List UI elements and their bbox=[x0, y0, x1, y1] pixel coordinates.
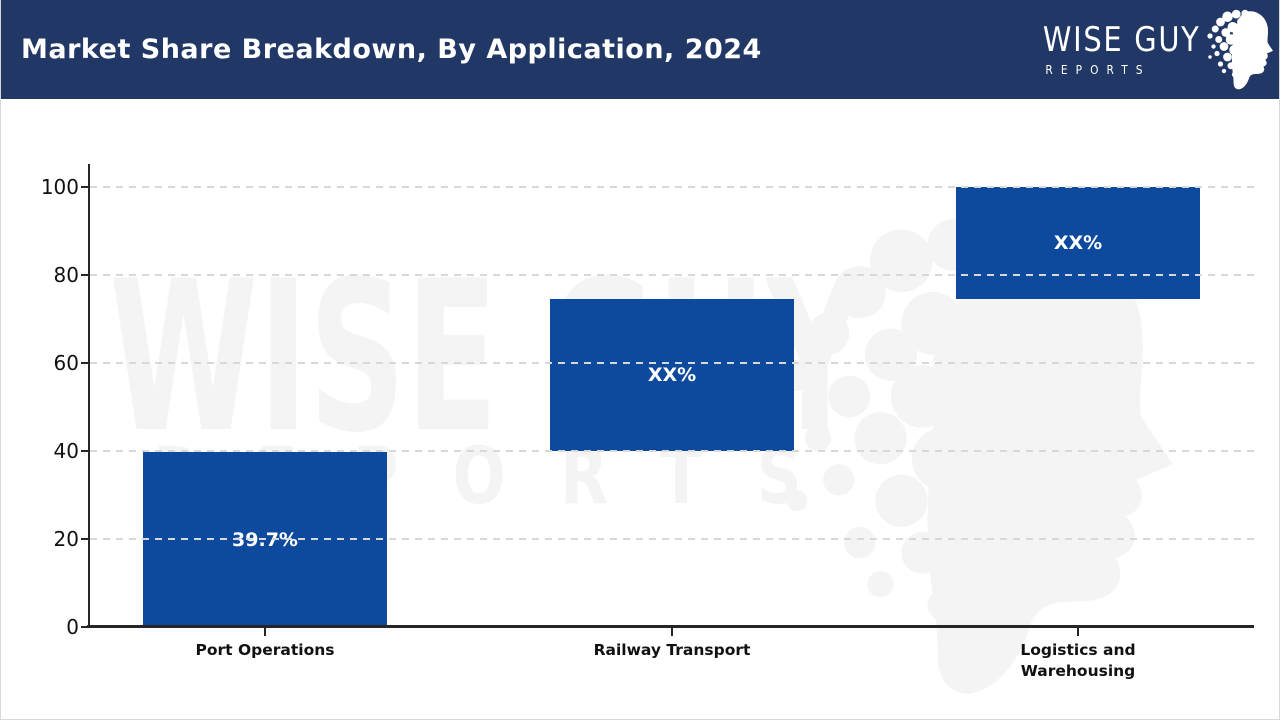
brand-logo: WISE GUY REPORTS bbox=[1015, 9, 1273, 91]
y-tick-mark bbox=[81, 186, 89, 188]
x-axis-line bbox=[87, 625, 1254, 628]
y-tick-label: 60 bbox=[53, 351, 79, 375]
dotted-face-icon bbox=[1207, 9, 1273, 89]
y-tick-mark bbox=[81, 362, 89, 364]
y-tick-label: 40 bbox=[53, 439, 79, 463]
x-category-label: Railway Transport bbox=[593, 641, 751, 659]
y-tick-label: 20 bbox=[53, 527, 79, 551]
y-tick-label: 0 bbox=[66, 615, 79, 639]
bar-3: XX% bbox=[956, 187, 1200, 300]
gridline bbox=[90, 450, 1254, 452]
bar-2: XX% bbox=[550, 299, 794, 451]
gridline bbox=[90, 362, 1254, 364]
gridline bbox=[90, 538, 1254, 540]
x-tick-mark bbox=[1077, 627, 1079, 636]
y-tick-mark bbox=[81, 274, 89, 276]
header-banner: Market Share Breakdown, By Application, … bbox=[1, 0, 1279, 99]
y-tick-label: 80 bbox=[53, 263, 79, 287]
y-tick-mark bbox=[81, 626, 89, 628]
x-category-label: Logistics and Warehousing bbox=[1020, 641, 1136, 680]
brand-subtext: REPORTS bbox=[1045, 61, 1152, 77]
y-tick-label: 100 bbox=[40, 175, 79, 199]
x-category-label: Port Operations bbox=[195, 641, 335, 659]
brand-logo-text: WISE GUY REPORTS bbox=[1043, 23, 1201, 77]
x-tick-mark bbox=[264, 627, 266, 636]
gridline bbox=[90, 274, 1254, 276]
y-axis-line bbox=[88, 164, 90, 627]
gridline bbox=[90, 186, 1254, 188]
page-title: Market Share Breakdown, By Application, … bbox=[21, 34, 762, 65]
y-tick-mark bbox=[81, 538, 89, 540]
bar-value-label: XX% bbox=[1053, 232, 1103, 255]
brand-wordmark: WISE GUY bbox=[1043, 19, 1201, 60]
chart-area: WISE GUY REPORTS 0 20 40 60 80 100 39.7% XX% XX… bbox=[1, 99, 1279, 719]
bar-value-label: XX% bbox=[647, 364, 697, 387]
x-tick-mark bbox=[671, 627, 673, 636]
y-tick-mark bbox=[81, 450, 89, 452]
